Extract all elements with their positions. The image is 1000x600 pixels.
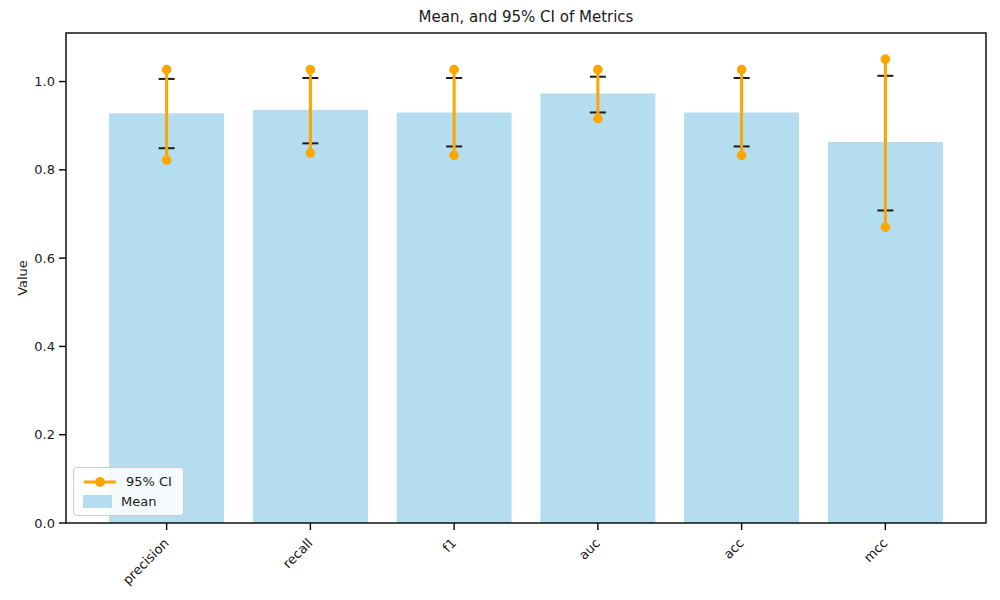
x-tick-label-acc: acc	[720, 536, 746, 562]
y-tick-label: 0.4	[34, 339, 55, 354]
ci-dot-top-f1	[449, 65, 459, 75]
ci-dot-top-recall	[306, 65, 316, 75]
x-tick-label-f1: f1	[440, 536, 460, 556]
ci-dot-bottom-mcc	[881, 222, 891, 232]
y-tick-label: 0.0	[34, 516, 55, 531]
bar-f1	[397, 113, 512, 524]
x-tick-label-precision: precision	[120, 536, 172, 588]
ci-dot-bottom-recall	[306, 148, 316, 158]
ci-dot-bottom-auc	[593, 114, 603, 124]
y-tick-label: 0.6	[34, 251, 55, 266]
figure: Mean, and 95% CI of Metrics Value 0.00.2…	[0, 0, 1000, 600]
ci-dot-top-precision	[162, 65, 172, 75]
legend-label-ci: 95% CI	[126, 474, 172, 489]
bar-auc	[540, 94, 655, 524]
mean-patch-icon	[83, 495, 112, 508]
y-tick-label: 1.0	[34, 74, 55, 89]
legend-item-mean: Mean	[83, 494, 172, 509]
x-tick-label-mcc: mcc	[861, 536, 891, 566]
ci-dot-bottom-f1	[449, 150, 459, 160]
x-tick-label-auc: auc	[576, 536, 603, 563]
legend-label-mean: Mean	[121, 494, 156, 509]
y-tick-label: 0.2	[34, 427, 55, 442]
legend-item-ci: 95% CI	[83, 474, 172, 489]
ci-dot-bottom-precision	[162, 155, 172, 165]
ci-dot-bottom-acc	[737, 150, 747, 160]
ci-dot-top-mcc	[881, 54, 891, 64]
y-tick-label: 0.8	[34, 162, 55, 177]
ci-line-dot-icon	[83, 475, 117, 489]
bar-acc	[684, 113, 799, 524]
ci-dot-top-acc	[737, 65, 747, 75]
bar-recall	[253, 110, 368, 523]
legend: 95% CI Mean	[73, 467, 184, 516]
x-tick-label-recall: recall	[280, 536, 316, 572]
bar-precision	[109, 113, 224, 523]
ci-dot-top-auc	[593, 65, 603, 75]
